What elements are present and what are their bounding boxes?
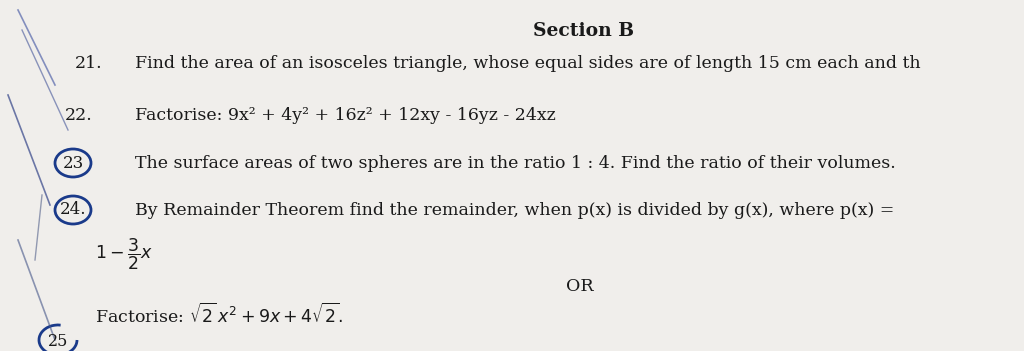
Text: The surface areas of two spheres are in the ratio 1 : 4. Find the ratio of their: The surface areas of two spheres are in … [135,155,896,172]
Text: By Remainder Theorem find the remainder, when p(x) is divided by g(x), where p(x: By Remainder Theorem find the remainder,… [135,202,894,219]
Text: Find the area of an isosceles triangle, whose equal sides are of length 15 cm ea: Find the area of an isosceles triangle, … [135,55,921,72]
Text: 23: 23 [62,154,84,172]
Text: Factorise: $\sqrt{2}\,x^2 + 9x + 4\sqrt{2}.$: Factorise: $\sqrt{2}\,x^2 + 9x + 4\sqrt{… [95,303,343,327]
Text: $1 - \dfrac{3}{2}x$: $1 - \dfrac{3}{2}x$ [95,237,153,272]
Text: 25: 25 [48,333,69,351]
Text: 22.: 22. [65,107,93,124]
Text: 21.: 21. [75,55,102,72]
Text: 24.: 24. [59,201,86,219]
Text: Factorise: 9x² + 4y² + 16z² + 12xy - 16yz - 24xz: Factorise: 9x² + 4y² + 16z² + 12xy - 16y… [135,107,556,124]
Text: OR: OR [566,278,594,295]
Text: Section B: Section B [534,22,634,40]
